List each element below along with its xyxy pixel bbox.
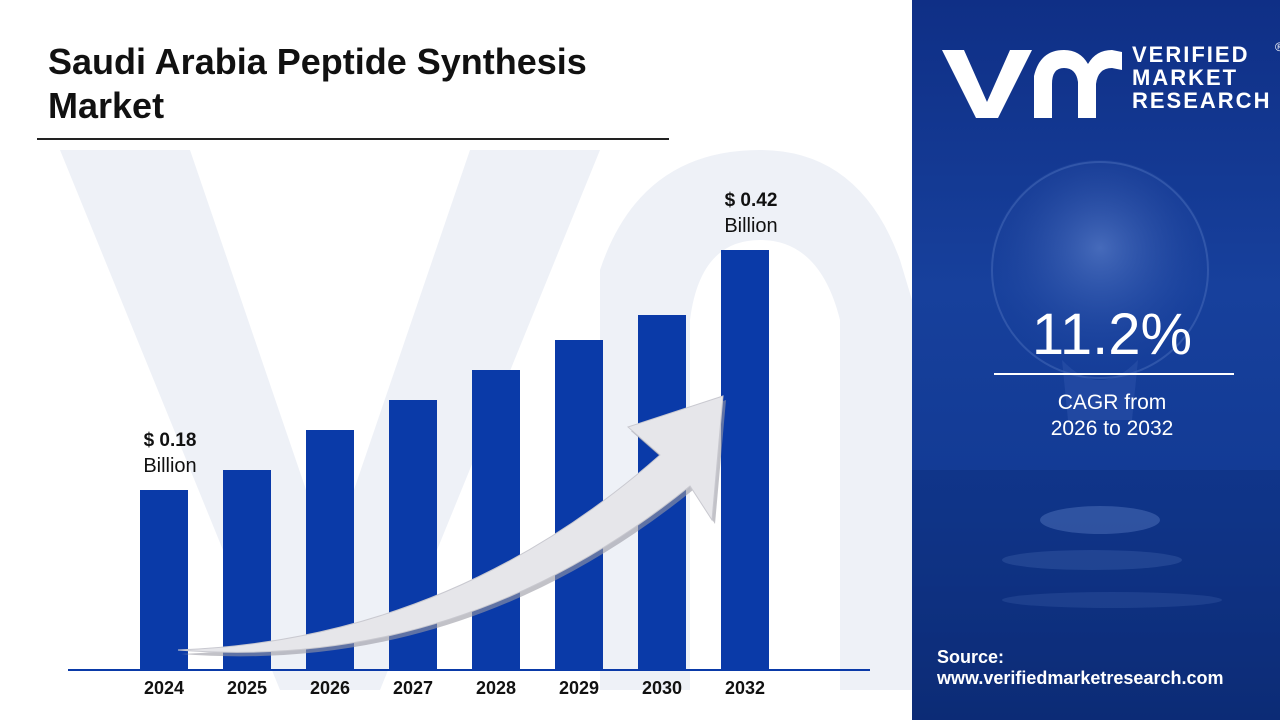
bar-2024 (140, 490, 188, 670)
brand-logo: VERIFIED MARKET RESEARCH ® (942, 36, 1280, 118)
x-tick-label: 2029 (559, 678, 599, 698)
bar-2032 (721, 250, 769, 670)
chart-area: Saudi Arabia Peptide Synthesis Market 20… (37, 41, 912, 698)
cagr-divider (994, 373, 1234, 375)
cagr-label-line2: 2026 to 2032 (1050, 417, 1174, 440)
x-tick-label: 2026 (310, 678, 350, 698)
x-tick-label: 2027 (393, 678, 433, 698)
x-tick-label: 2032 (725, 678, 765, 698)
page-title: Saudi Arabia Peptide Synthesis Market (48, 41, 587, 126)
first-bar-annotation-value: $ 0.18 (144, 430, 197, 451)
title-divider (37, 138, 669, 140)
source-label: Source: (937, 647, 1005, 667)
cagr-value: 11.2% (1031, 302, 1193, 367)
brand-word-verified: VERIFIED (1132, 42, 1250, 67)
source-url: www.verifiedmarketresearch.com (937, 668, 1224, 688)
brand-word-research: RESEARCH (1132, 88, 1272, 113)
registered-mark: ® (1275, 40, 1280, 54)
last-bar-annotation-unit: Billion (724, 215, 777, 237)
bar-2029 (555, 340, 603, 670)
brand-word-market: MARKET (1132, 65, 1239, 90)
cagr-label-line1: CAGR from (1057, 391, 1167, 414)
x-tick-label: 2030 (642, 678, 682, 698)
bar-2025 (223, 470, 271, 670)
bar-2028 (472, 370, 520, 670)
x-tick-label: 2028 (476, 678, 516, 698)
vmr-logo-icon (942, 50, 1122, 118)
last-bar-annotation-value: $ 0.42 (725, 190, 778, 211)
summary-panel: VERIFIED MARKET RESEARCH ® 11.2% CAGR fr… (912, 0, 1280, 720)
bulb-background-image (912, 160, 1280, 720)
trend-arrow (177, 395, 724, 653)
x-tick-label: 2025 (227, 678, 267, 698)
x-tick-label: 2024 (144, 678, 184, 698)
bar-chart: 2024 2025 2026 2027 2028 2029 2030 2032 $ 0.18 B… (68, 190, 870, 698)
first-bar-annotation-unit: Billion (143, 455, 196, 477)
